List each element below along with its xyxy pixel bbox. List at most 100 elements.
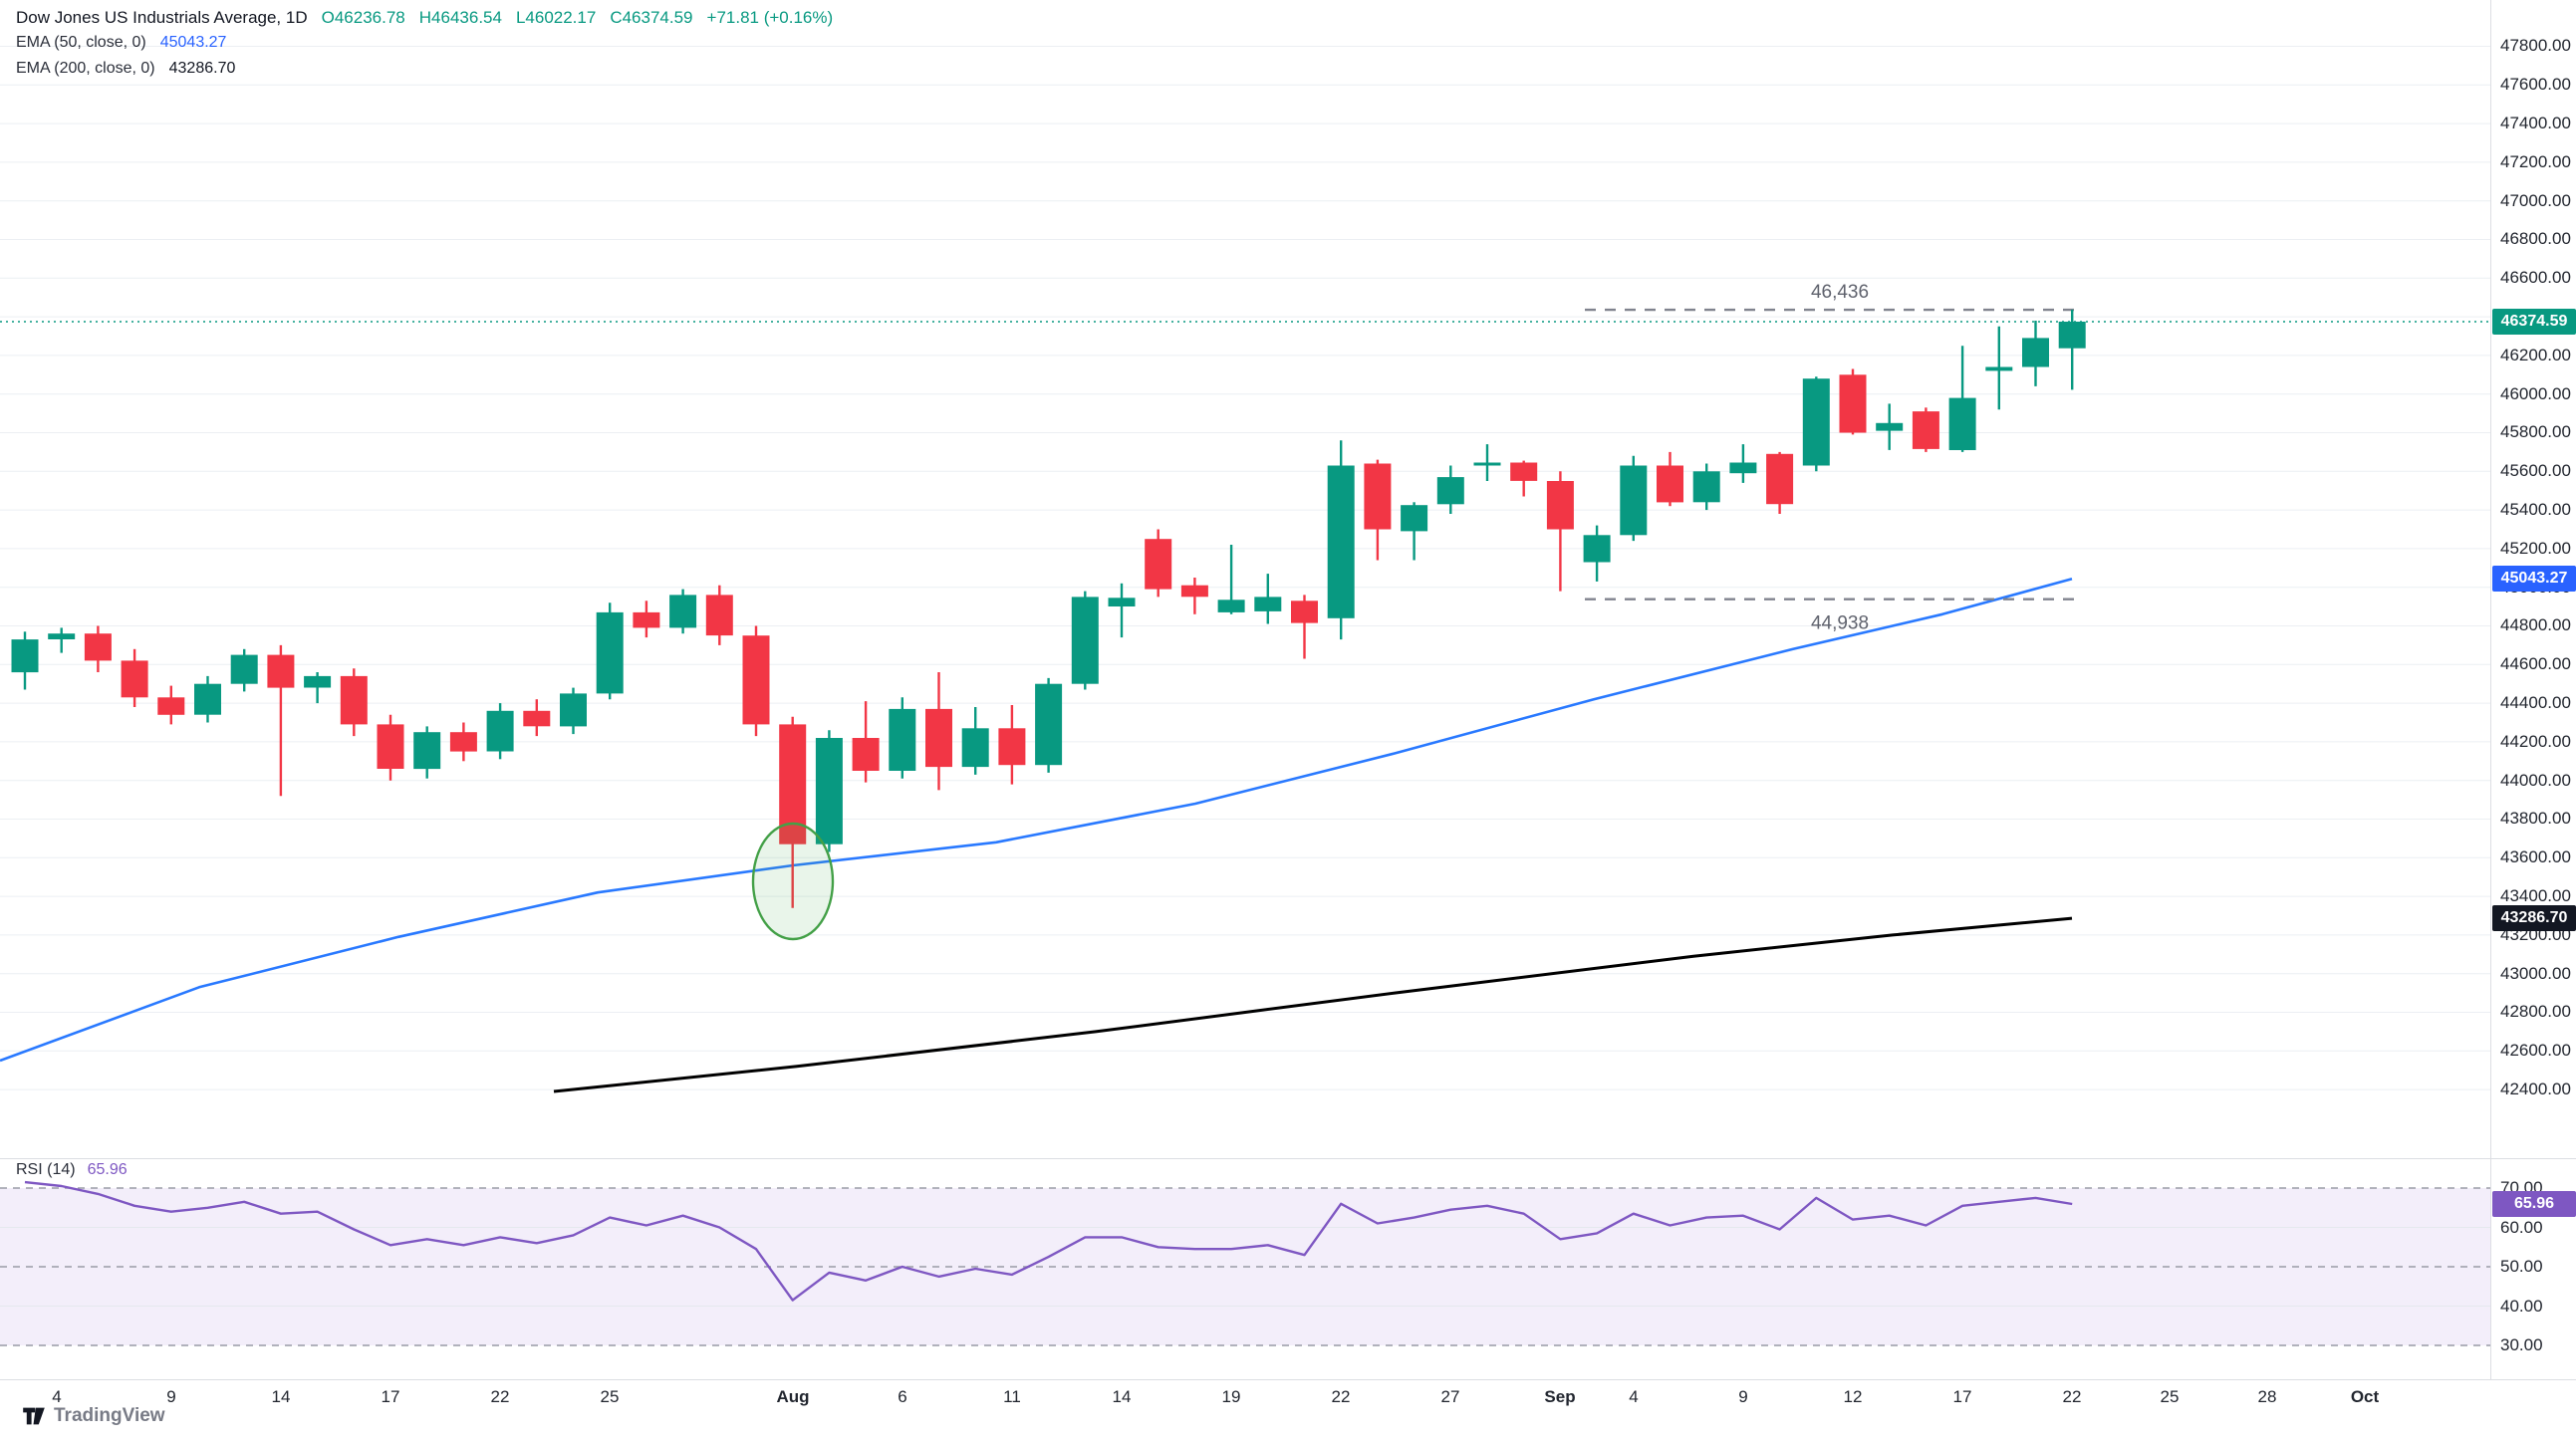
price-axis-label: 44000.00 — [2500, 771, 2571, 790]
candle-body — [449, 732, 477, 752]
candle-body — [925, 708, 952, 768]
rsi-axis-label: 30.00 — [2500, 1335, 2543, 1354]
tradingview-watermark[interactable]: TradingView — [22, 1404, 165, 1428]
candle-body — [1180, 585, 1208, 598]
time-axis-label: 25 — [2160, 1387, 2180, 1406]
candle-body — [1436, 477, 1464, 505]
time-axis-label: Aug — [776, 1387, 810, 1406]
rsi-line — [24, 1180, 2073, 1302]
time-axis-label: 22 — [1331, 1387, 1351, 1406]
rsi-label: RSI (14) — [16, 1161, 76, 1178]
time-axis-label: Oct — [2350, 1387, 2380, 1406]
candle-body — [1035, 683, 1063, 766]
candle-body — [1948, 397, 1976, 450]
time-axis-label: 25 — [600, 1387, 620, 1406]
time-axis-label: 9 — [166, 1387, 176, 1406]
candle-body — [157, 697, 185, 715]
time-axis-label: 11 — [1003, 1387, 1021, 1406]
time-axis-label: 22 — [2062, 1387, 2082, 1406]
price-axis-label: 43800.00 — [2500, 809, 2571, 828]
candle-body — [560, 693, 587, 727]
price-axis-label: 47600.00 — [2500, 75, 2571, 94]
chart-legend: Dow Jones US Industrials Average, 1D O46… — [16, 8, 833, 86]
candle-body — [1912, 411, 1939, 449]
time-axis-label: 27 — [1440, 1387, 1460, 1406]
candle-body — [377, 724, 404, 769]
candle-body — [1802, 378, 1830, 466]
price-axis-label: 45800.00 — [2500, 422, 2571, 441]
rsi-legend-row[interactable]: RSI (14) 65.96 — [16, 1161, 128, 1179]
level-label: 44,938 — [1811, 613, 1869, 634]
price-axis-label: 44200.00 — [2500, 732, 2571, 751]
candle-body — [2022, 338, 2049, 367]
price-axis-label: 47800.00 — [2500, 36, 2571, 55]
candle-body — [1401, 505, 1428, 532]
price-axis-label: 43600.00 — [2500, 847, 2571, 866]
price-badge: 65.96 — [2492, 1191, 2576, 1217]
change-value: +71.81 (+0.16%) — [706, 8, 834, 27]
price-axis-label: 43400.00 — [2500, 886, 2571, 905]
candle-body — [1876, 422, 1904, 431]
candle-body — [1145, 539, 1172, 590]
time-axis-label: Sep — [1544, 1387, 1576, 1406]
candle-body — [1071, 597, 1099, 684]
price-axis-label: 42800.00 — [2500, 1002, 2571, 1021]
candle-body — [230, 654, 258, 684]
price-axis-label: 45400.00 — [2500, 500, 2571, 519]
candle-body — [889, 708, 916, 771]
time-axis-label: 6 — [898, 1387, 907, 1406]
candle-body — [852, 738, 880, 771]
candle-body — [1291, 601, 1318, 623]
price-badge: 46374.59 — [2492, 309, 2576, 335]
candle-body — [596, 611, 624, 694]
candle-body — [1473, 462, 1501, 466]
time-axis-label: 12 — [1843, 1387, 1863, 1406]
price-axis-label: 46600.00 — [2500, 268, 2571, 287]
time-axis-label: 22 — [490, 1387, 510, 1406]
ema200-label: EMA (200, close, 0) — [16, 60, 155, 77]
watermark-label: TradingView — [54, 1405, 165, 1426]
price-axis-label: 44400.00 — [2500, 693, 2571, 712]
candle-body — [1729, 462, 1757, 474]
candle-body — [1364, 463, 1392, 530]
ema200-legend-row[interactable]: EMA (200, close, 0) 43286.70 — [16, 60, 833, 86]
ellipse-annotation[interactable] — [751, 822, 835, 941]
symbol-legend-row[interactable]: Dow Jones US Industrials Average, 1D O46… — [16, 8, 833, 34]
candle-body — [1108, 598, 1136, 606]
candle-body — [1766, 453, 1794, 505]
candle-body — [121, 660, 148, 698]
ema50-line — [0, 578, 2073, 1063]
candle-body — [1692, 471, 1720, 503]
time-axis-label: 17 — [381, 1387, 400, 1406]
candle-body — [1985, 366, 2013, 371]
time-axis-label: 9 — [1738, 1387, 1748, 1406]
time-axis-label: 28 — [2257, 1387, 2277, 1406]
candle-body — [523, 710, 551, 727]
time-axis-label: 4 — [1629, 1387, 1639, 1406]
candle-body — [669, 595, 697, 628]
ohlc-low: L46022.17 — [515, 8, 597, 27]
pane-separator[interactable] — [0, 1158, 2576, 1159]
candle-body — [11, 639, 39, 673]
candle-body — [486, 710, 514, 752]
candle-body — [815, 738, 843, 844]
price-axis-label: 42400.00 — [2500, 1080, 2571, 1098]
rsi-axis-label: 60.00 — [2500, 1218, 2543, 1237]
price-axis-label: 47200.00 — [2500, 152, 2571, 171]
ema50-value: 45043.27 — [159, 34, 227, 51]
ema50-legend-row[interactable]: EMA (50, close, 0) 45043.27 — [16, 34, 833, 60]
rsi-axis-label: 50.00 — [2500, 1257, 2543, 1276]
candle-body — [705, 595, 733, 636]
price-axis-label: 43000.00 — [2500, 964, 2571, 983]
time-axis-label: 17 — [1952, 1387, 1972, 1406]
price-axis-label: 46800.00 — [2500, 229, 2571, 248]
price-axis-separator — [2490, 0, 2491, 1379]
ohlc-close: C46374.59 — [610, 8, 693, 27]
price-axis-label: 46200.00 — [2500, 346, 2571, 364]
symbol-title[interactable]: Dow Jones US Industrials Average, 1D — [16, 8, 308, 27]
tradingview-logo-icon — [23, 1407, 45, 1425]
level-label: 46,436 — [1811, 282, 1869, 303]
price-axis-label: 42600.00 — [2500, 1041, 2571, 1060]
candle-body — [1546, 481, 1574, 530]
